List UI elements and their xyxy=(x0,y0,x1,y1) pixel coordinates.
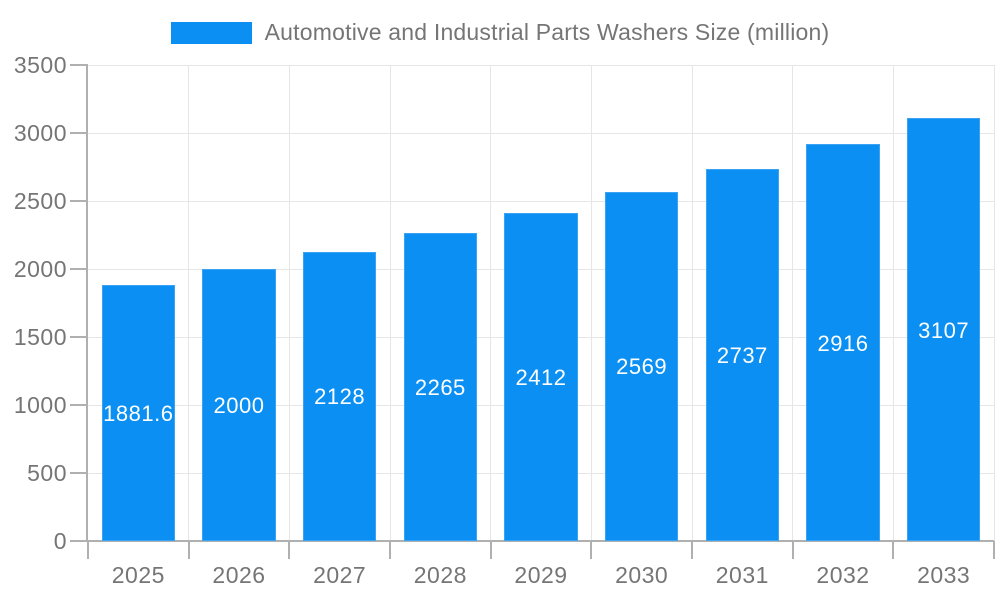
gridline-vertical xyxy=(590,65,592,541)
bar-value-label: 2000 xyxy=(213,393,265,418)
x-axis-tick xyxy=(187,541,190,559)
y-axis-label: 2500 xyxy=(13,188,67,214)
x-axis-tick xyxy=(489,541,492,559)
y-axis-label: 2000 xyxy=(13,256,67,282)
bar-value-label: 2412 xyxy=(515,364,567,390)
y-axis-tick xyxy=(70,404,88,406)
bar-value-label: 2128 xyxy=(314,384,366,410)
bar-2026 xyxy=(202,269,276,541)
gridline-vertical xyxy=(691,65,693,541)
y-axis-line xyxy=(86,65,88,541)
y-axis-tick xyxy=(70,540,88,542)
y-axis-tick xyxy=(70,472,88,474)
y-axis-tick xyxy=(70,200,88,202)
x-axis-tick xyxy=(389,541,391,559)
chart-legend: Automotive and Industrial Parts Washers … xyxy=(0,19,1000,46)
x-axis-tick xyxy=(993,541,995,559)
y-axis-tick xyxy=(70,64,88,66)
gridline-vertical xyxy=(993,65,995,541)
gridline-horizontal xyxy=(88,132,994,134)
y-axis-label: 1500 xyxy=(13,324,67,350)
x-axis-label: 2026 xyxy=(212,562,266,588)
y-axis-label: 1000 xyxy=(13,392,67,418)
x-axis-tick xyxy=(87,541,89,559)
y-axis-label: 3500 xyxy=(13,52,67,78)
bar-value-label: 2265 xyxy=(414,374,466,400)
bar-2031 xyxy=(705,168,780,541)
x-axis-label: 2031 xyxy=(715,562,769,588)
x-axis-label: 2027 xyxy=(313,562,367,588)
gridline-vertical xyxy=(288,65,290,541)
x-axis-label: 2032 xyxy=(816,562,870,588)
x-axis-tick xyxy=(590,541,593,559)
x-axis-label: 2030 xyxy=(615,562,669,588)
gridline-horizontal xyxy=(88,200,994,202)
gridline-vertical xyxy=(892,65,894,541)
y-axis-tick xyxy=(70,132,88,134)
gridline-vertical xyxy=(389,65,391,541)
x-axis-tick xyxy=(791,541,794,559)
gridline-vertical xyxy=(188,65,190,541)
gridline-vertical xyxy=(490,65,492,541)
bar-2030 xyxy=(604,191,679,541)
bar-value-label: 2916 xyxy=(817,330,869,356)
x-axis-label: 2028 xyxy=(413,562,467,588)
gridline-horizontal xyxy=(88,64,994,66)
bar-value-label: 1881.6 xyxy=(103,401,174,427)
gridline-vertical xyxy=(792,65,794,541)
bar-2025 xyxy=(101,285,176,541)
legend-swatch xyxy=(170,21,252,44)
y-axis-tick xyxy=(70,336,88,338)
y-axis-label: 3000 xyxy=(13,120,67,146)
x-axis-tick xyxy=(691,541,693,559)
bar-2028 xyxy=(403,232,478,541)
bar-2032 xyxy=(806,144,880,541)
x-axis-label: 2029 xyxy=(514,562,568,588)
chart-title: Automotive and Industrial Parts Washers … xyxy=(264,19,830,45)
bar-2027 xyxy=(302,251,377,541)
y-axis-label: 500 xyxy=(27,460,67,486)
y-axis-tick xyxy=(70,268,88,270)
x-axis-tick xyxy=(892,541,895,559)
bar-value-label: 2569 xyxy=(616,354,668,380)
x-axis-line xyxy=(86,540,994,542)
x-axis-label: 2033 xyxy=(917,562,971,588)
x-axis-tick xyxy=(288,541,291,559)
bar-2033 xyxy=(906,118,981,541)
x-axis-label: 2025 xyxy=(111,562,165,588)
bar-2029 xyxy=(504,212,578,541)
bar-value-label: 2737 xyxy=(716,342,768,368)
y-axis-label: 0 xyxy=(53,528,67,554)
bar-value-label: 3107 xyxy=(918,317,970,343)
